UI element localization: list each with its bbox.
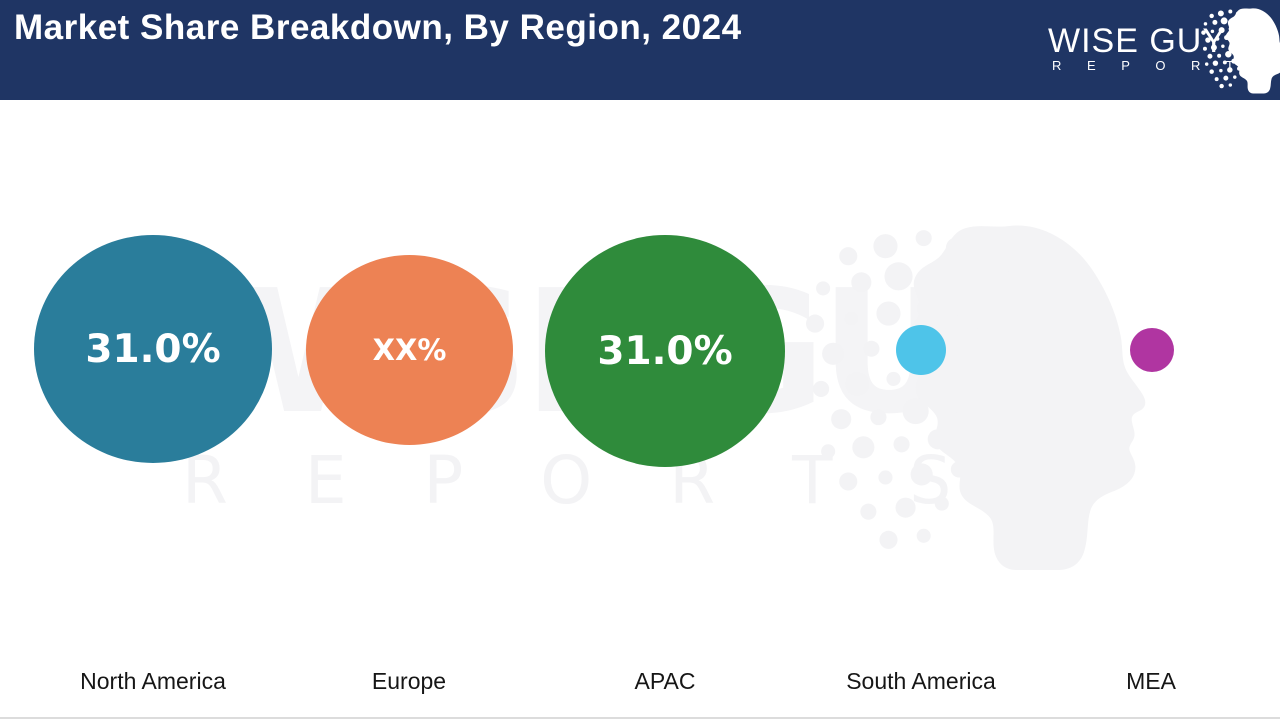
category-label-south-america: South America (846, 668, 996, 694)
logo-wordmark: WISE GUY (1048, 22, 1227, 60)
category-label-mea: MEA (1126, 668, 1176, 694)
bubble-value-label: 31.0% (85, 326, 221, 372)
bubble-north-america: 31.0% (34, 235, 272, 463)
chart-area: WISE GUY R E P O R T S 31.0% XX% 31.0% N… (0, 100, 1280, 720)
bubble-value-label: XX% (372, 333, 447, 367)
bubble-apac: 31.0% (545, 235, 785, 467)
bottom-divider (0, 717, 1280, 719)
bubble-europe: XX% (306, 255, 513, 445)
bubble-south-america (896, 325, 946, 375)
wise-guy-reports-logo: WISE GUY R E P O R T S (1026, 0, 1276, 100)
bubble-value-label: 31.0% (597, 328, 733, 374)
watermark-dotted-head-icon (788, 218, 1170, 570)
category-label-north-america: North America (80, 668, 226, 694)
header-bar: Market Share Breakdown, By Region, 2024 … (0, 0, 1280, 100)
category-label-europe: Europe (371, 668, 447, 694)
category-label-apac: APAC (634, 668, 696, 694)
watermark-reports: R E P O R T S (182, 442, 980, 519)
bubble-mea (1130, 328, 1174, 372)
dotted-head-logo-icon (1198, 4, 1280, 96)
page-title: Market Share Breakdown, By Region, 2024 (14, 8, 742, 47)
